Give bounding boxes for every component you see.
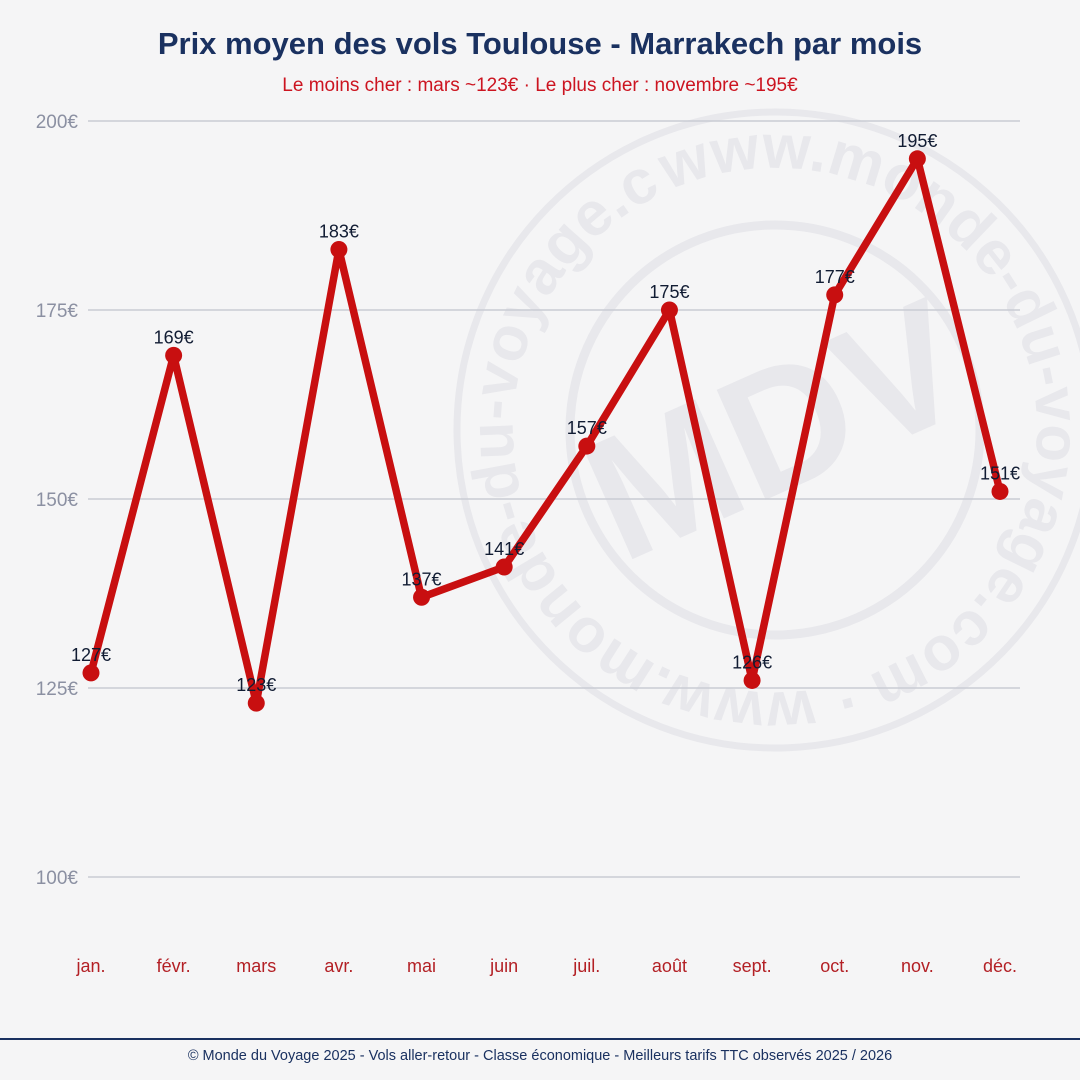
x-axis-label: août xyxy=(652,956,687,976)
data-point-label: 137€ xyxy=(402,569,442,589)
data-point xyxy=(330,241,348,259)
x-axis-label: oct. xyxy=(820,956,849,976)
data-point-label: 169€ xyxy=(154,327,194,347)
ytick-label: 150€ xyxy=(36,490,79,511)
x-axis-label: jan. xyxy=(75,956,105,976)
data-point-label: 195€ xyxy=(897,131,937,151)
data-point xyxy=(413,588,431,606)
data-point-label: 177€ xyxy=(815,267,855,287)
data-point-label: 157€ xyxy=(567,418,607,438)
data-point xyxy=(908,150,926,168)
chart-subtitle: Le moins cher : mars ~123€ · Le plus che… xyxy=(282,75,798,96)
watermark-outer-ring xyxy=(453,108,1080,752)
x-axis-label: févr. xyxy=(157,956,191,976)
data-point xyxy=(82,664,100,682)
ytick-label: 200€ xyxy=(36,112,79,133)
data-point xyxy=(495,558,513,576)
x-axis-label: déc. xyxy=(983,956,1017,976)
data-point-label: 126€ xyxy=(732,652,772,672)
page-title: Prix moyen des vols Toulouse - Marrakech… xyxy=(157,26,923,61)
data-point xyxy=(660,301,678,319)
data-point-label: 123€ xyxy=(236,675,276,695)
data-point xyxy=(826,286,844,304)
x-axis-label: mai xyxy=(407,956,436,976)
footer-divider xyxy=(0,1038,1080,1040)
ytick-label: 175€ xyxy=(36,301,79,322)
x-axis-label: nov. xyxy=(901,956,934,976)
footer-copyright: © Monde du Voyage 2025 - Vols aller-reto… xyxy=(187,1048,893,1064)
x-axis-label: sept. xyxy=(733,956,772,976)
ytick-label: 100€ xyxy=(36,868,79,889)
data-point-label: 127€ xyxy=(71,645,111,665)
data-point xyxy=(165,346,183,364)
data-point xyxy=(578,437,596,455)
data-point xyxy=(247,694,265,712)
chart-line xyxy=(87,155,1004,707)
data-point xyxy=(991,482,1009,500)
data-point-label: 141€ xyxy=(484,539,524,559)
data-point-label: 175€ xyxy=(649,282,689,302)
x-axis-label: juil. xyxy=(572,956,600,976)
watermark: www.monde-du-voyage.com · www.monde-du-v… xyxy=(356,10,1080,849)
x-axis-label: mars xyxy=(236,956,276,976)
ytick-label: 125€ xyxy=(36,679,79,700)
x-axis-label: juin xyxy=(489,956,518,976)
data-point-label: 151€ xyxy=(980,463,1020,483)
data-point-label: 183€ xyxy=(319,222,359,242)
x-axis-label: avr. xyxy=(324,956,353,976)
watermark-center-text: MDV xyxy=(558,262,993,598)
data-point xyxy=(743,671,761,689)
